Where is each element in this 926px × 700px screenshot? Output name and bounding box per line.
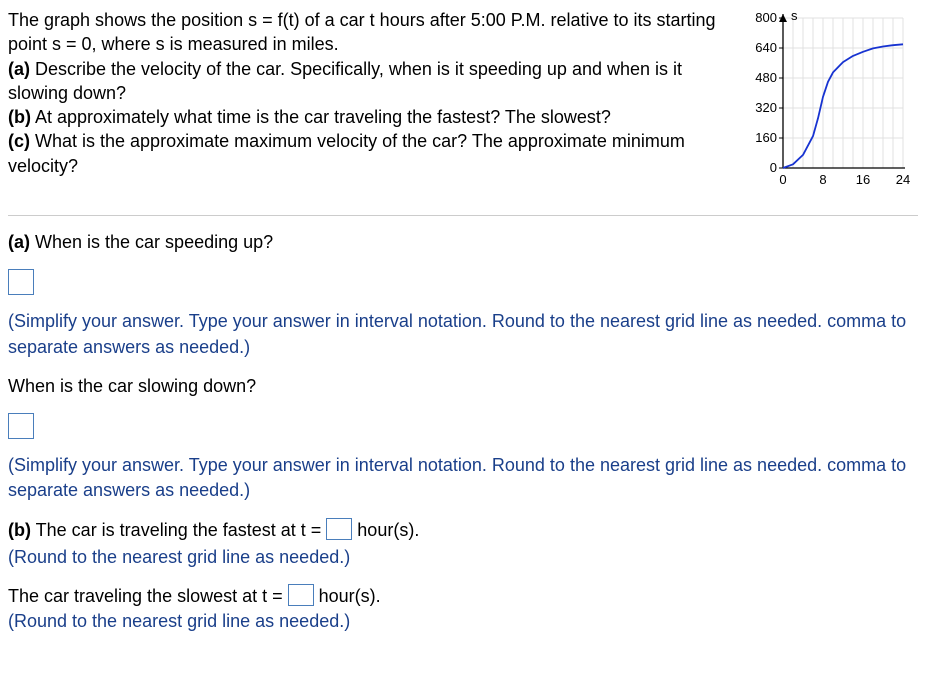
qb-bold: (b)	[8, 520, 31, 540]
part-c-text: What is the approximate maximum velocity…	[8, 131, 685, 175]
svg-text:0: 0	[770, 160, 777, 175]
slowdown-hint: (Simplify your answer. Type your answer …	[8, 453, 918, 503]
svg-text:320: 320	[755, 100, 777, 115]
slowdown-input[interactable]	[8, 413, 34, 439]
qb-fast-pre: The car is traveling the fastest at t =	[31, 520, 326, 540]
qa-bold: (a)	[8, 232, 30, 252]
qa-label: When is the car speeding up?	[30, 232, 273, 252]
svg-text:8: 8	[819, 172, 826, 187]
question-b-fastest: (b) The car is traveling the fastest at …	[8, 518, 918, 541]
input-row-speedup	[8, 269, 918, 295]
intro-text: The graph shows the position s = f(t) of…	[8, 10, 716, 54]
speedup-hint: (Simplify your answer. Type your answer …	[8, 309, 918, 359]
fastest-t-input[interactable]	[326, 518, 352, 540]
part-b-label: (b)	[8, 107, 31, 127]
part-a-text: Describe the velocity of the car. Specif…	[8, 59, 682, 103]
slowest-hint-cut: (Round to the nearest grid line as neede…	[8, 611, 918, 631]
section-divider	[8, 215, 918, 216]
svg-text:800: 800	[755, 10, 777, 25]
position-chart: s 0 160 320 480 640 800 0 8 16 24	[743, 8, 918, 203]
qb-slow-post: hour(s).	[314, 586, 381, 606]
svg-text:480: 480	[755, 70, 777, 85]
svg-text:s: s	[791, 8, 798, 23]
input-row-slowdown	[8, 413, 918, 439]
slowest-t-input[interactable]	[288, 584, 314, 606]
problem-text: The graph shows the position s = f(t) of…	[8, 8, 727, 203]
problem-statement-row: The graph shows the position s = f(t) of…	[8, 8, 918, 203]
qb-fast-post: hour(s).	[352, 520, 419, 540]
qb-slow-pre: The car traveling the slowest at t =	[8, 586, 288, 606]
svg-text:640: 640	[755, 40, 777, 55]
svg-text:160: 160	[755, 130, 777, 145]
svg-text:0: 0	[779, 172, 786, 187]
question-b-slowest: The car traveling the slowest at t = hou…	[8, 584, 918, 607]
svg-text:16: 16	[856, 172, 870, 187]
question-a-slowdown: When is the car slowing down?	[8, 374, 918, 399]
chart-svg: s 0 160 320 480 640 800 0 8 16 24	[743, 8, 918, 203]
part-c-label: (c)	[8, 131, 30, 151]
part-a-label: (a)	[8, 59, 30, 79]
part-b-text: At approximately what time is the car tr…	[31, 107, 611, 127]
question-a-speedup: (a) When is the car speeding up?	[8, 230, 918, 255]
fastest-hint: (Round to the nearest grid line as neede…	[8, 545, 918, 570]
speedup-input[interactable]	[8, 269, 34, 295]
svg-text:24: 24	[896, 172, 910, 187]
